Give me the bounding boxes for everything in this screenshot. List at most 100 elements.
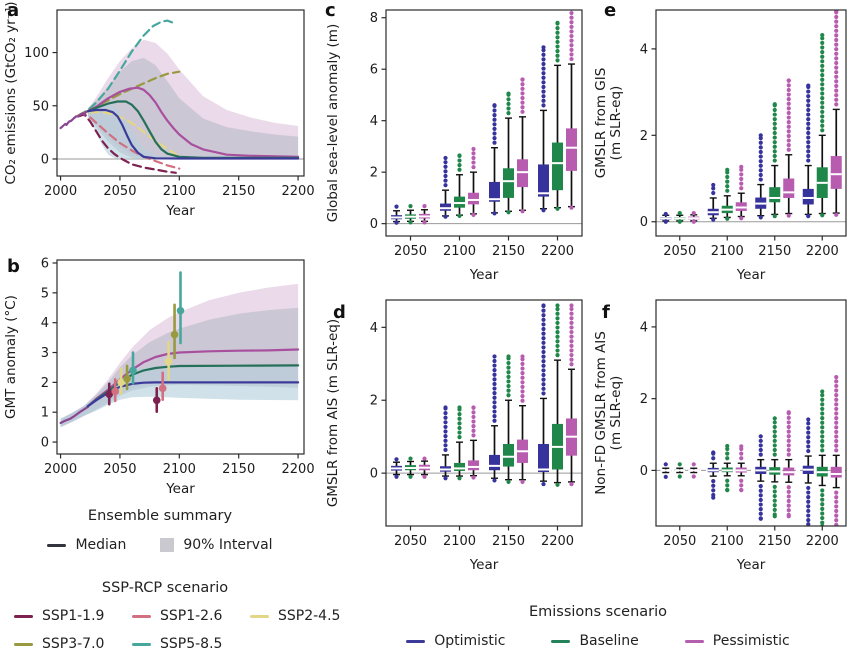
svg-text:GMT anomaly (°C): GMT anomaly (°C) <box>3 295 19 419</box>
ssp-rcp-title: SSP-RCP scenario <box>101 580 229 596</box>
ssp2-45-swatch <box>250 614 269 618</box>
svg-text:0: 0 <box>41 152 49 167</box>
legend-item-baseline: Baseline <box>551 633 639 649</box>
svg-text:2100: 2100 <box>443 534 476 549</box>
interval-box-swatch <box>160 538 175 552</box>
svg-text:2050: 2050 <box>394 244 427 259</box>
legend-item-ssp1-19: SSP1-1.9 <box>14 608 132 624</box>
svg-text:Year: Year <box>469 267 499 283</box>
svg-text:2200: 2200 <box>282 184 315 199</box>
svg-text:2100: 2100 <box>443 244 476 259</box>
legend-item-median: Median <box>47 537 126 553</box>
panel-b-chart: 2000 2050 2100 2150 2200 0 1 2 3 4 5 6 Year GMT anoma… <box>3 256 315 497</box>
svg-text:2050: 2050 <box>103 462 136 477</box>
svg-text:2: 2 <box>640 129 648 144</box>
ssp2-45-label: SSP2-4.5 <box>278 608 341 624</box>
panel-b-letter: b <box>7 256 20 277</box>
panel-a-co2-emissions: 2000 2050 2100 2150 2200 0 50 100 Year CO₂ emissi… <box>0 0 320 228</box>
panel-e-chart: 2050 2100 2150 2200 0 2 4 Year GMSLR from GIS (m … <box>593 9 847 283</box>
svg-text:2150: 2150 <box>222 462 255 477</box>
panel-d-chart: 2050 2100 2150 2200 0 2 4 Year GMSLR from AIS (m… <box>325 299 583 573</box>
pessimistic-label: Pessimistic <box>712 633 790 649</box>
svg-text:2: 2 <box>640 392 648 407</box>
svg-text:1: 1 <box>41 406 49 421</box>
ssp-rcp-legend: SSP-RCP scenario SSP1-1.9 SSP1-2.6 SSP2-… <box>0 580 340 652</box>
svg-text:0: 0 <box>41 436 49 451</box>
svg-text:2200: 2200 <box>541 534 574 549</box>
svg-text:Global sea-level anomaly (m): Global sea-level anomaly (m) <box>325 24 341 222</box>
panel-f-chart: 2050 2100 2150 2200 0 2 4 Year Non-FD GMSLR from… <box>593 299 847 573</box>
ssp1-26-label: SSP1-2.6 <box>160 608 223 624</box>
svg-text:4: 4 <box>640 320 648 335</box>
svg-text:3: 3 <box>41 346 49 361</box>
svg-text:0: 0 <box>370 217 378 232</box>
svg-text:CO₂ emissions (GtCO₂ yr⁻¹): CO₂ emissions (GtCO₂ yr⁻¹) <box>3 1 19 184</box>
svg-text:Year: Year <box>736 267 766 283</box>
legend-item-90-interval: 90% Interval <box>160 537 273 553</box>
svg-text:2100: 2100 <box>711 534 744 549</box>
svg-text:0: 0 <box>640 464 648 479</box>
svg-text:4: 4 <box>640 42 648 57</box>
panel-f-letter: f <box>602 302 610 323</box>
panel-e-gmslr-gis: 2050 2100 2150 2200 0 2 4 Year GMSLR from GIS (m … <box>590 0 860 292</box>
legend-item-optimistic: Optimistic <box>406 633 505 649</box>
svg-text:2150: 2150 <box>492 244 525 259</box>
emissions-scenario-title: Emissions scenario <box>528 604 668 620</box>
svg-text:(m SLR-eq): (m SLR-eq) <box>608 376 624 451</box>
panel-c-sea-level: 2050 2100 2150 2200 0 2 4 6 8 Year Global sea-leve… <box>322 0 594 292</box>
ssp5-85-swatch <box>132 642 151 646</box>
panel-b-gmt-anomaly: 2000 2050 2100 2150 2200 0 1 2 3 4 5 6 Year GMT anoma… <box>0 248 320 506</box>
pessimistic-swatch <box>684 639 704 643</box>
legend-item-ssp2-45: SSP2-4.5 <box>250 608 360 624</box>
svg-text:2150: 2150 <box>492 534 525 549</box>
svg-text:2050: 2050 <box>103 184 136 199</box>
svg-text:2000: 2000 <box>44 184 77 199</box>
svg-text:4: 4 <box>370 114 378 129</box>
svg-text:2100: 2100 <box>711 244 744 259</box>
svg-text:0: 0 <box>640 215 648 230</box>
svg-text:5: 5 <box>41 286 49 301</box>
baseline-swatch <box>551 639 571 643</box>
ssp1-26-swatch <box>132 614 151 618</box>
legend-item-pessimistic: Pessimistic <box>684 633 790 649</box>
panel-c-chart: 2050 2100 2150 2200 0 2 4 6 8 Year Global sea-leve… <box>325 9 583 283</box>
ssp1-19-label: SSP1-1.9 <box>42 608 105 624</box>
svg-text:2100: 2100 <box>163 184 196 199</box>
ssp3-70-swatch <box>14 642 33 646</box>
panel-e-letter: e <box>604 0 617 21</box>
ensemble-summary-title: Ensemble summary <box>87 508 233 524</box>
svg-text:GMSLR from AIS (m SLR-eq): GMSLR from AIS (m SLR-eq) <box>325 319 341 507</box>
svg-text:0: 0 <box>370 467 378 482</box>
legend-item-ssp3-70: SSP3-7.0 <box>14 636 132 652</box>
svg-text:Non-FD GMSLR from AIS: Non-FD GMSLR from AIS <box>593 331 609 495</box>
svg-text:2: 2 <box>41 376 49 391</box>
svg-text:6: 6 <box>370 63 378 78</box>
svg-text:2000: 2000 <box>44 462 77 477</box>
svg-text:Year: Year <box>469 557 499 573</box>
ssp1-19-swatch <box>14 614 33 618</box>
svg-text:50: 50 <box>32 99 49 114</box>
svg-text:2150: 2150 <box>758 244 791 259</box>
svg-text:8: 8 <box>370 11 378 26</box>
svg-text:2050: 2050 <box>394 534 427 549</box>
optimistic-label: Optimistic <box>434 633 506 649</box>
median-line-swatch <box>47 543 67 547</box>
svg-text:2200: 2200 <box>541 244 574 259</box>
svg-text:2200: 2200 <box>806 244 839 259</box>
baseline-label: Baseline <box>579 633 639 649</box>
svg-text:6: 6 <box>41 256 49 271</box>
panel-a-letter: a <box>7 0 20 21</box>
interval-label: 90% Interval <box>183 537 273 553</box>
optimistic-swatch <box>406 639 426 643</box>
svg-text:2050: 2050 <box>663 534 696 549</box>
svg-text:100: 100 <box>24 46 49 61</box>
panel-a-chart: 2000 2050 2100 2150 2200 0 50 100 Year CO₂ emissi… <box>3 1 315 219</box>
svg-text:Year: Year <box>165 203 195 219</box>
svg-text:2100: 2100 <box>163 462 196 477</box>
panel-f-nonfd-gmslr-ais: 2050 2100 2150 2200 0 2 4 Year Non-FD GMSLR from… <box>590 290 860 582</box>
svg-text:(m SLR-eq): (m SLR-eq) <box>608 86 624 161</box>
svg-text:4: 4 <box>370 321 378 336</box>
svg-text:2: 2 <box>370 166 378 181</box>
panel-d-letter: d <box>333 302 346 323</box>
